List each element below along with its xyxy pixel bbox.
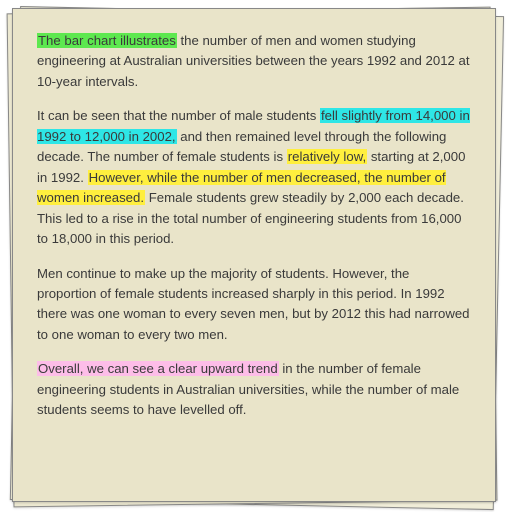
text-run: Men continue to make up the majority of … (37, 266, 470, 342)
highlight-pink: Overall, we can see a clear upward trend (37, 361, 279, 376)
text-run: It can be seen that the number of male s… (37, 108, 320, 123)
highlight-yellow: relatively low, (287, 149, 367, 164)
paragraph-4: Overall, we can see a clear upward trend… (37, 359, 471, 420)
paper-sheet-front: The bar chart illustrates the number of … (12, 8, 496, 502)
document-body: The bar chart illustrates the number of … (37, 31, 471, 421)
note-paper-stack: The bar chart illustrates the number of … (12, 8, 496, 502)
highlight-green: The bar chart illustrates (37, 33, 177, 48)
paragraph-2: It can be seen that the number of male s… (37, 106, 471, 249)
paragraph-1: The bar chart illustrates the number of … (37, 31, 471, 92)
paragraph-3: Men continue to make up the majority of … (37, 264, 471, 346)
